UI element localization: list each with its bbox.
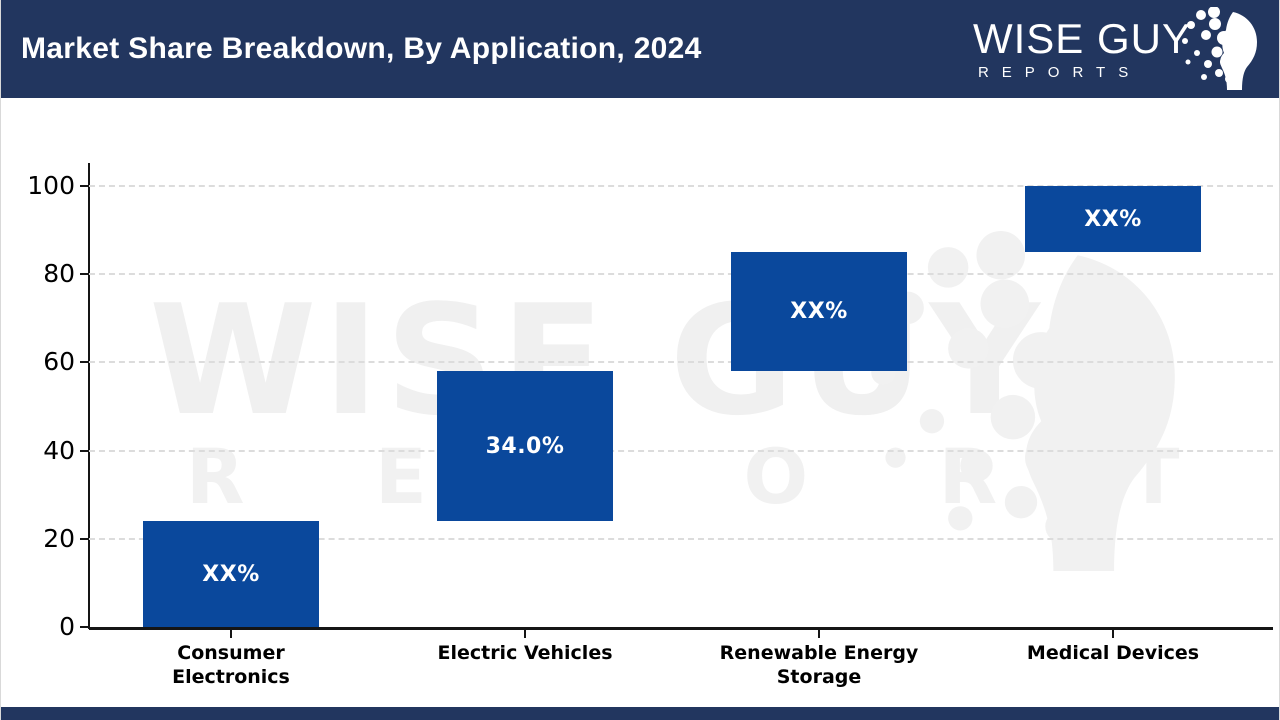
- plot-region: XX% 34.0% XX% XX%: [89, 165, 1273, 627]
- bar-1: XX%: [143, 521, 319, 627]
- y-tick-label: 20: [43, 523, 75, 553]
- brand-logo: WISE GUY REPORTS: [973, 7, 1261, 91]
- gridline-20: [89, 537, 1273, 540]
- y-axis-line: [88, 163, 90, 629]
- y-tick-mark: [80, 361, 88, 364]
- y-tick-label: 40: [43, 435, 75, 465]
- category-label: Medical Devices: [1026, 642, 1200, 664]
- dotted-head-profile-icon: [1182, 7, 1257, 90]
- y-tick-label: 0: [59, 612, 75, 641]
- category-label: Consumer Electronics: [172, 642, 290, 688]
- y-tick-label: 60: [43, 347, 75, 377]
- y-tick-label: 100: [27, 171, 75, 200]
- y-tick-mark: [80, 273, 88, 276]
- footer-bar: [1, 707, 1279, 720]
- bar-2: 34.0%: [437, 371, 613, 522]
- bar-value-label: XX%: [790, 299, 848, 325]
- y-tick-mark: [80, 185, 88, 187]
- chart-area: XX% 34.0% XX% XX% 0 20 40 60 80 100 Consumer Elec…: [1, 98, 1279, 707]
- bar-value-label: XX%: [1084, 206, 1142, 232]
- y-tick-label: 80: [43, 259, 75, 289]
- chart-title: Market Share Breakdown, By Application, …: [21, 32, 702, 65]
- bar-3: XX%: [731, 252, 907, 372]
- header: Market Share Breakdown, By Application, …: [1, 0, 1279, 98]
- brand-subname: REPORTS: [977, 63, 1142, 81]
- x-axis-line: [89, 627, 1273, 630]
- category-label: Renewable Energy Storage: [719, 642, 919, 688]
- x-tick-mark: [230, 630, 232, 638]
- y-tick-mark: [80, 537, 88, 540]
- bar-value-label: XX%: [202, 561, 260, 587]
- bar-4: XX%: [1025, 186, 1201, 253]
- category-label: Electric Vehicles: [437, 642, 613, 664]
- gridline-60: [89, 361, 1273, 364]
- x-tick-mark: [524, 630, 526, 638]
- bar-value-label: 34.0%: [485, 433, 565, 459]
- x-tick-mark: [1112, 630, 1114, 638]
- gridline-80: [89, 273, 1273, 276]
- gridline-40: [89, 449, 1273, 452]
- brand-logo-text: WISE GUY REPORTS: [972, 14, 1191, 81]
- brand-name: WISE GUY: [972, 14, 1191, 62]
- y-tick-mark: [80, 449, 88, 452]
- x-tick-mark: [818, 630, 820, 638]
- gridline-100: [89, 185, 1273, 187]
- y-tick-mark: [80, 626, 88, 628]
